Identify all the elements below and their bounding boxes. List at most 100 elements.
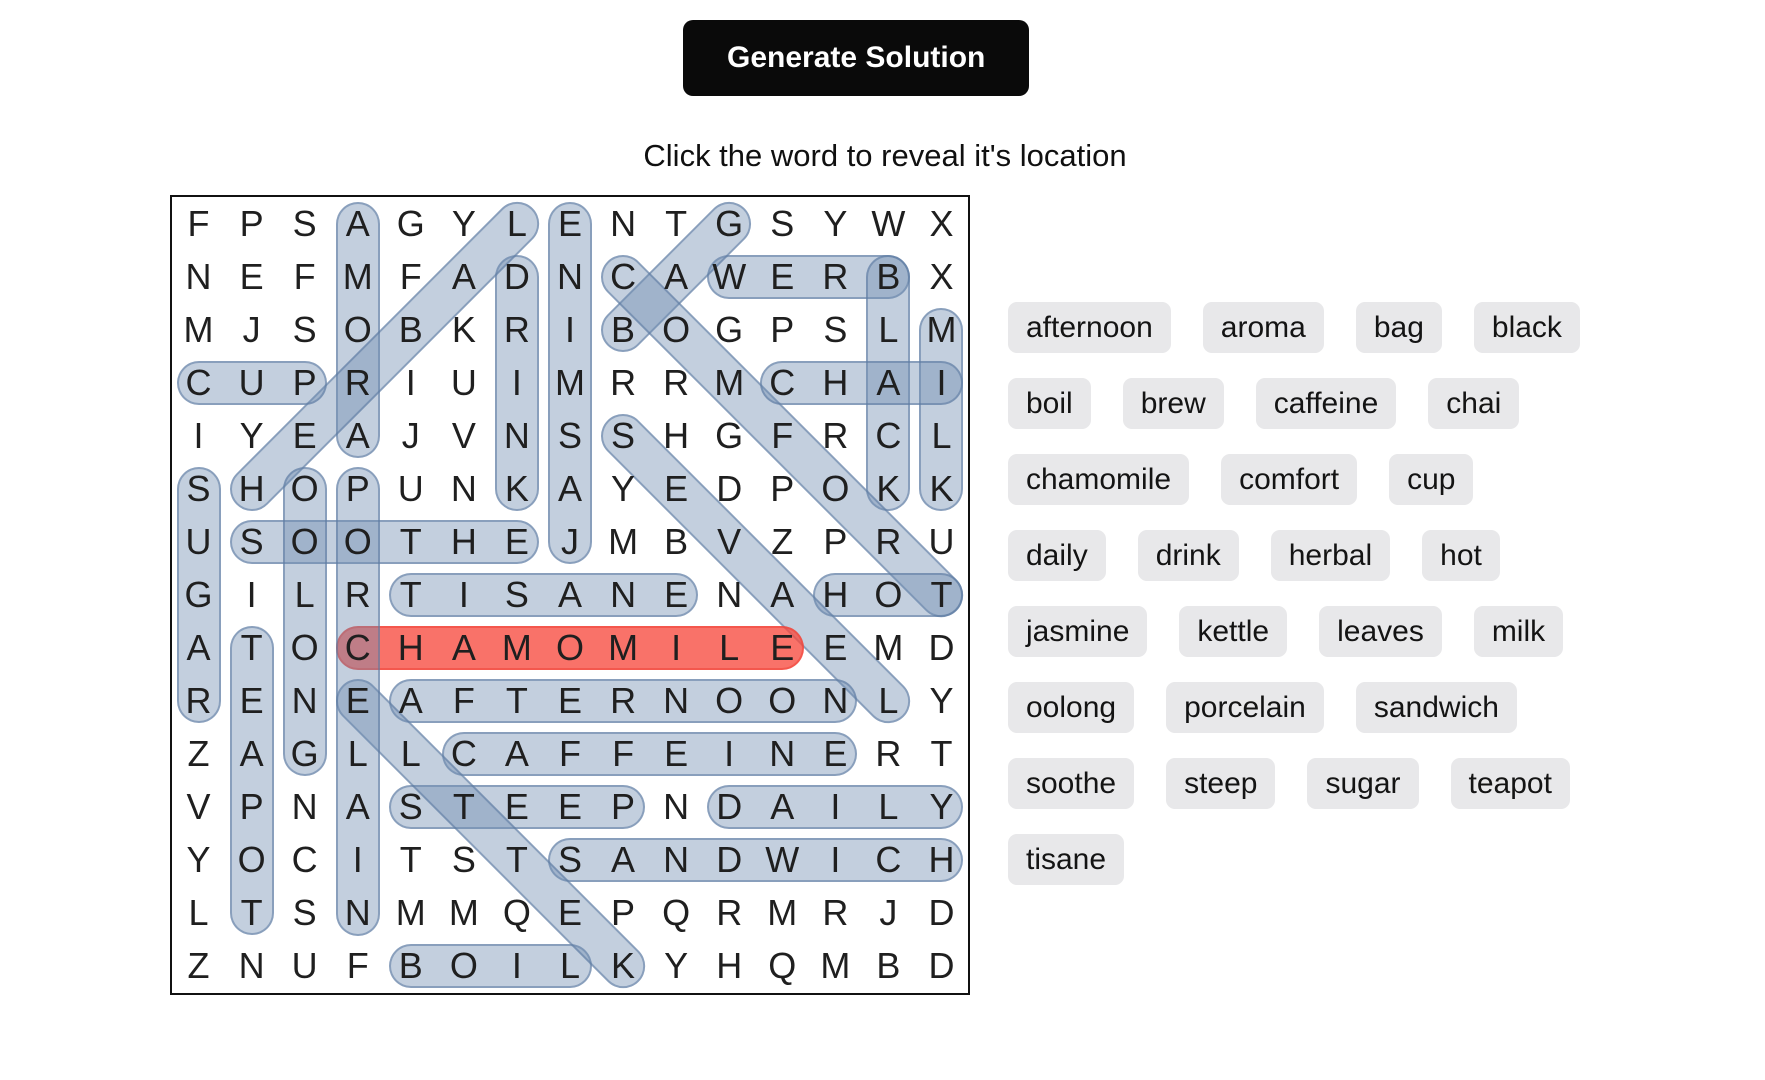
highlight-cup: [176, 360, 327, 405]
word-chip-chai[interactable]: chai: [1428, 378, 1520, 429]
grid-cell-r7c10: B: [664, 520, 689, 562]
word-chip-tisane[interactable]: tisane: [1008, 834, 1125, 885]
word-chip-milk[interactable]: milk: [1473, 606, 1564, 657]
grid-cell-r8c4: R: [344, 573, 371, 615]
grid-cell-r15c8: L: [559, 945, 580, 987]
grid-cell-r4c2: U: [238, 361, 265, 403]
word-chip-brew[interactable]: brew: [1122, 378, 1224, 429]
word-chip-aroma[interactable]: aroma: [1202, 302, 1324, 353]
grid-cell-r7c15: U: [928, 520, 955, 562]
word-chip-daily[interactable]: daily: [1008, 530, 1106, 581]
word-chip-leaves[interactable]: leaves: [1319, 606, 1442, 657]
word-chip-soothe[interactable]: soothe: [1008, 758, 1135, 809]
word-chip-cup[interactable]: cup: [1389, 454, 1474, 505]
grid-cell-r1c2: P: [239, 202, 264, 244]
word-chip-comfort[interactable]: comfort: [1221, 454, 1358, 505]
grid-cell-r2c11: W: [712, 255, 747, 297]
grid-cell-r4c11: M: [714, 361, 745, 403]
grid-cell-r2c8: N: [556, 255, 583, 297]
highlight-chamomile: [335, 626, 805, 671]
grid-cell-r15c3: U: [291, 945, 318, 987]
grid-cell-r14c5: M: [395, 892, 426, 934]
grid-cell-r8c5: T: [399, 573, 422, 615]
grid-cell-r1c11: G: [715, 202, 744, 244]
grid-cell-r9c14: M: [873, 627, 904, 669]
word-row-4: daily drink herbal hot: [1008, 530, 1648, 581]
grid-cell-r11c3: G: [290, 733, 319, 775]
generate-solution-button[interactable]: Generate Solution: [683, 20, 1030, 96]
word-chip-sugar[interactable]: sugar: [1307, 758, 1419, 809]
grid-cell-r14c8: E: [557, 892, 582, 934]
grid-cell-r2c7: D: [503, 255, 530, 297]
grid-cell-r1c3: S: [292, 202, 317, 244]
word-chip-chamomile[interactable]: chamomile: [1008, 454, 1190, 505]
grid-cell-r12c11: D: [716, 786, 743, 828]
word-chip-afternoon[interactable]: afternoon: [1008, 302, 1171, 353]
highlight-afternoon: [388, 679, 858, 724]
grid-cell-r1c10: T: [665, 202, 688, 244]
grid-cell-r9c3: O: [290, 627, 319, 669]
word-chip-porcelain[interactable]: porcelain: [1166, 682, 1324, 733]
grid-cell-r8c1: G: [184, 573, 213, 615]
grid-cell-r3c1: M: [183, 308, 214, 350]
grid-cell-r5c2: Y: [239, 414, 264, 456]
grid-cell-r10c14: L: [878, 680, 899, 722]
grid-cell-r14c15: D: [928, 892, 955, 934]
grid-cell-r6c7: K: [504, 467, 529, 509]
grid-cell-r15c13: M: [820, 945, 851, 987]
grid-cell-r3c5: B: [398, 308, 423, 350]
word-chip-kettle[interactable]: kettle: [1179, 606, 1288, 657]
grid-cell-r8c9: N: [610, 573, 637, 615]
word-chip-teapot[interactable]: teapot: [1450, 758, 1570, 809]
grid-cell-r12c1: V: [186, 786, 211, 828]
grid-cell-r10c15: Y: [929, 680, 954, 722]
word-chip-hot[interactable]: hot: [1422, 530, 1500, 581]
grid-cell-r13c9: A: [611, 839, 636, 881]
grid-cell-r7c5: T: [399, 520, 422, 562]
grid-cell-r4c9: R: [610, 361, 637, 403]
grid-cell-r1c8: E: [557, 202, 582, 244]
grid-cell-r7c11: V: [717, 520, 742, 562]
grid-cell-r5c14: C: [875, 414, 902, 456]
grid-cell-r10c9: R: [610, 680, 637, 722]
grid-cell-r7c2: S: [239, 520, 264, 562]
grid-cell-r11c14: R: [875, 733, 902, 775]
grid-cell-r3c8: I: [564, 308, 575, 350]
grid-cell-r2c15: X: [929, 255, 954, 297]
grid-cell-r13c10: N: [663, 839, 690, 881]
grid-cell-r12c6: T: [452, 786, 475, 828]
grid-cell-r11c8: F: [558, 733, 581, 775]
word-row-1: afternoon aroma bag black: [1008, 302, 1648, 353]
grid-cell-r6c14: K: [876, 467, 901, 509]
word-chip-sandwich[interactable]: sandwich: [1355, 682, 1517, 733]
grid-cell-r12c7: E: [504, 786, 529, 828]
word-row-3: chamomile comfort cup: [1008, 454, 1648, 505]
word-chip-black[interactable]: black: [1473, 302, 1580, 353]
word-chip-bag[interactable]: bag: [1355, 302, 1442, 353]
grid-cell-r5c8: S: [557, 414, 582, 456]
grid-cell-r9c4: C: [344, 627, 371, 669]
grid-cell-r15c11: H: [716, 945, 743, 987]
grid-cell-r14c14: J: [879, 892, 898, 934]
word-chip-drink[interactable]: drink: [1137, 530, 1239, 581]
grid-cell-r7c4: O: [343, 520, 372, 562]
word-chip-herbal[interactable]: herbal: [1270, 530, 1391, 581]
word-chip-jasmine[interactable]: jasmine: [1008, 606, 1148, 657]
grid-cell-r4c7: I: [511, 361, 522, 403]
grid-cell-r8c11: N: [716, 573, 743, 615]
grid-cell-r12c13: I: [830, 786, 841, 828]
grid-cell-r14c10: Q: [662, 892, 691, 934]
grid-cell-r3c3: S: [292, 308, 317, 350]
word-chip-steep[interactable]: steep: [1166, 758, 1276, 809]
grid-cell-r13c5: T: [399, 839, 422, 881]
word-chip-boil[interactable]: boil: [1008, 378, 1091, 429]
word-chip-caffeine[interactable]: caffeine: [1255, 378, 1397, 429]
grid-cell-r6c2: H: [238, 467, 265, 509]
word-chip-oolong[interactable]: oolong: [1008, 682, 1135, 733]
grid-cell-r6c15: K: [929, 467, 954, 509]
grid-cell-r2c3: F: [293, 255, 316, 297]
word-row-5: jasmine kettle leaves milk: [1008, 606, 1648, 657]
grid-cell-r3c14: L: [878, 308, 899, 350]
highlight-hot: [813, 573, 964, 617]
